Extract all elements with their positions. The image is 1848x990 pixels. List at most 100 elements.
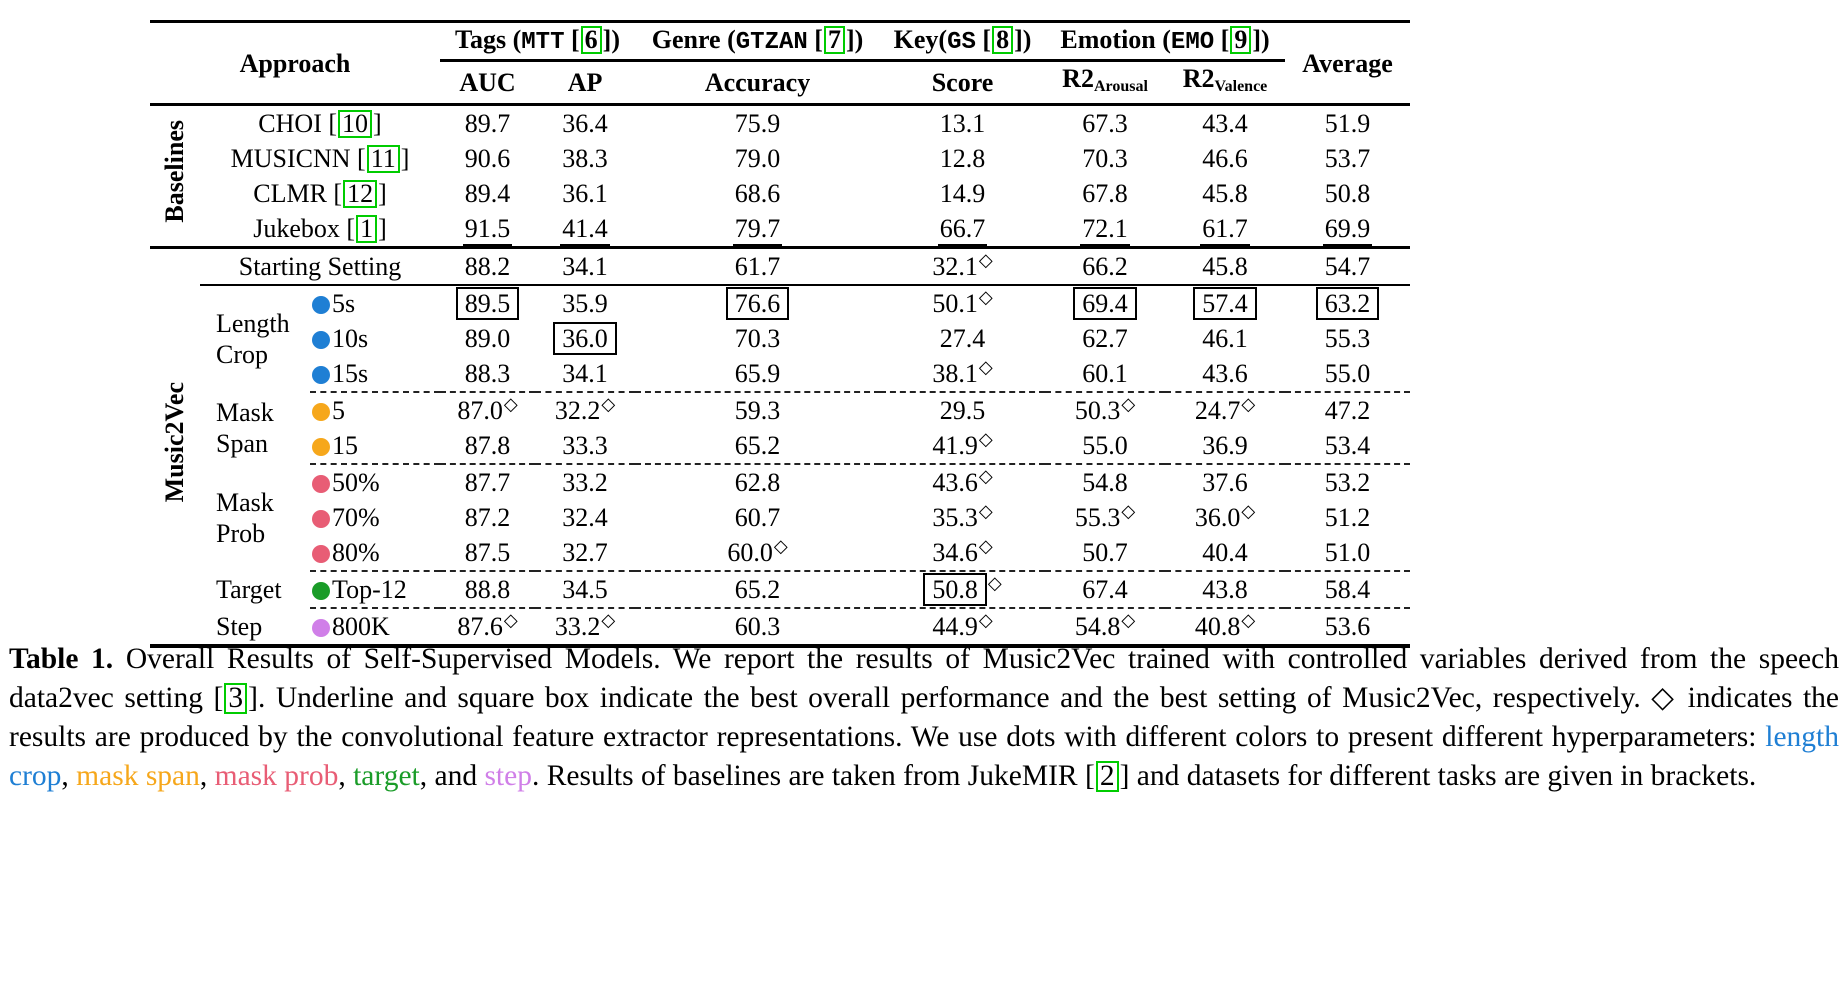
best-setting-box: 36.0 bbox=[553, 322, 617, 355]
results-table: Approach Tags (MTT [6]) Genre (GTZAN [7]… bbox=[150, 20, 1411, 648]
table-cell: 32.4 bbox=[562, 503, 608, 532]
table-body: Baselines CHOI [10] 89.7 36.4 75.9 13.1 67.3 43… bbox=[150, 105, 1411, 646]
table-cell: 55.3 bbox=[1324, 324, 1371, 353]
setting-label: 15s bbox=[310, 356, 440, 392]
table-cell: 41.4 bbox=[535, 211, 635, 248]
column-header-group-genre: Genre (GTZAN [7]) bbox=[635, 21, 881, 62]
citation-link[interactable]: 9 bbox=[1230, 26, 1252, 54]
step-dot bbox=[312, 619, 330, 637]
caption-citation[interactable]: [2] bbox=[1085, 760, 1129, 792]
citation-link[interactable]: 12 bbox=[343, 180, 378, 208]
column-header-score: Score bbox=[880, 60, 1046, 106]
citation-link[interactable]: 7 bbox=[823, 26, 845, 54]
table-cell: 43.8 bbox=[1165, 570, 1286, 608]
table-cell: 29.5 bbox=[880, 391, 1046, 428]
setting-label: 5s bbox=[310, 285, 440, 321]
table-cell: 87.7 bbox=[440, 463, 536, 500]
table-cell: 62.8 bbox=[635, 463, 881, 500]
table-cell: 44.9◇ bbox=[880, 607, 1046, 646]
bracket: [ bbox=[333, 179, 343, 208]
best-setting-box: 76.6 bbox=[725, 287, 790, 320]
table-cell: 60.1 bbox=[1082, 359, 1128, 388]
bracket: [ bbox=[357, 144, 366, 173]
citation-link[interactable]: 1 bbox=[356, 215, 378, 243]
approach-name: Starting Setting bbox=[200, 246, 441, 286]
conv-extractor-diamond: ◇ bbox=[503, 394, 518, 414]
table-cell: 65.2 bbox=[734, 431, 781, 460]
column-header-r2-arousal: R2Arousal bbox=[1045, 60, 1166, 106]
table-cell: 43.6◇ bbox=[880, 463, 1046, 500]
table-row: Step 800K 87.6◇ 33.2◇ 60.3 44.9◇ 54.8◇ 40.8◇ 53.… bbox=[150, 607, 1411, 646]
table-cell: 89.5 bbox=[440, 285, 535, 321]
table-cell: 79.0 bbox=[734, 144, 781, 173]
table-cell: 89.4 bbox=[464, 179, 511, 208]
bracket: [ bbox=[1214, 25, 1230, 54]
caption-text: . Results of baselines are taken from Ju… bbox=[531, 760, 1085, 792]
bracket: [ bbox=[975, 25, 992, 54]
bracket: ] bbox=[378, 214, 387, 243]
best-overall-underline: 91.5 bbox=[462, 216, 513, 246]
citation-link[interactable]: 3 bbox=[224, 683, 248, 714]
bracket: ]) bbox=[602, 25, 620, 54]
approach-name: MUSICNN [11] bbox=[230, 144, 410, 173]
citation-link[interactable]: 11 bbox=[366, 145, 400, 173]
citation-link[interactable]: 10 bbox=[338, 110, 373, 138]
bracket: ]) bbox=[1014, 25, 1032, 54]
table-cell: 72.1 bbox=[1045, 211, 1165, 248]
target-dot bbox=[312, 582, 330, 600]
table-row: 80% 87.5 32.7 60.0◇ 34.6◇ 50.7 40.4 51.0 bbox=[150, 535, 1410, 571]
table-cell: 50.1◇ bbox=[932, 287, 993, 318]
setting-label: 70% bbox=[310, 500, 440, 535]
dataset-name: MTT bbox=[521, 29, 565, 56]
param-group-mask-span: Mask Span bbox=[216, 398, 274, 458]
table-cell: 53.2 bbox=[1285, 463, 1411, 500]
bracket: [ bbox=[213, 682, 224, 714]
table-cell: 67.3 bbox=[1082, 109, 1128, 138]
column-header-r2-valence: R2Valence bbox=[1165, 60, 1286, 106]
conv-extractor-diamond: ◇ bbox=[978, 287, 993, 307]
table-cell: 46.6 bbox=[1202, 144, 1248, 173]
caption-text: . Underline and square box indicate the … bbox=[9, 682, 1840, 753]
table-cell: 33.2 bbox=[535, 463, 636, 500]
table-cell: 87.2 bbox=[464, 503, 511, 532]
column-header-group-key: Key(GS [8]) bbox=[880, 21, 1046, 62]
caption-text: and datasets for different tasks are giv… bbox=[1129, 760, 1757, 792]
conv-extractor-diamond: ◇ bbox=[987, 573, 1002, 593]
table-cell: 40.8◇ bbox=[1165, 607, 1286, 646]
setting-label: 5 bbox=[310, 391, 441, 428]
approach-name: Jukebox [1] bbox=[253, 214, 387, 243]
conv-extractor-diamond: ◇ bbox=[1241, 610, 1256, 630]
conv-extractor-diamond: ◇ bbox=[978, 501, 993, 521]
column-header-approach: Approach bbox=[150, 21, 441, 106]
column-header-ap: AP bbox=[535, 60, 636, 106]
table-cell: 43.6 bbox=[1202, 359, 1248, 388]
caption-text: , and bbox=[419, 760, 485, 792]
table-cell: 38.3 bbox=[562, 144, 608, 173]
conv-extractor-diamond: ◇ bbox=[601, 394, 616, 414]
table-cell: 37.6 bbox=[1165, 463, 1286, 500]
caption-text: Overall Results of Self-Supervised Model… bbox=[9, 643, 1839, 714]
bracket: [ bbox=[328, 109, 338, 138]
table-cell: 89.7 bbox=[464, 109, 511, 138]
conv-extractor-diamond: ◇ bbox=[773, 536, 788, 556]
table-cell: 36.0◇ bbox=[1194, 501, 1256, 532]
bracket: ] bbox=[1119, 760, 1130, 792]
caption-citation[interactable]: [3] bbox=[214, 682, 258, 714]
citation-link[interactable]: 2 bbox=[1095, 761, 1119, 792]
table-cell: 36.9 bbox=[1202, 431, 1248, 460]
dataset-name: GS bbox=[947, 29, 976, 56]
caption-text: , bbox=[199, 760, 215, 792]
bracket: ] bbox=[400, 144, 410, 173]
table-cell: 34.5 bbox=[535, 570, 636, 608]
conv-extractor-diamond: ◇ bbox=[978, 466, 993, 486]
citation-link[interactable]: 6 bbox=[580, 26, 602, 54]
table-row: Baselines CHOI [10] 89.7 36.4 75.9 13.1 67.3 43… bbox=[150, 105, 1410, 223]
table-cell: 38.1◇ bbox=[932, 357, 993, 388]
citation-link[interactable]: 8 bbox=[992, 26, 1014, 54]
table-row: 15s 88.3 34.1 65.9 38.1◇ 60.1 43.6 55.0 bbox=[150, 356, 1410, 392]
best-overall-underline: 69.9 bbox=[1322, 216, 1373, 246]
caption-text: Table 1. bbox=[9, 643, 114, 675]
best-overall-underline: 79.7 bbox=[732, 216, 783, 246]
bracket: [ bbox=[807, 25, 823, 54]
column-header-accuracy: Accuracy bbox=[635, 60, 881, 106]
